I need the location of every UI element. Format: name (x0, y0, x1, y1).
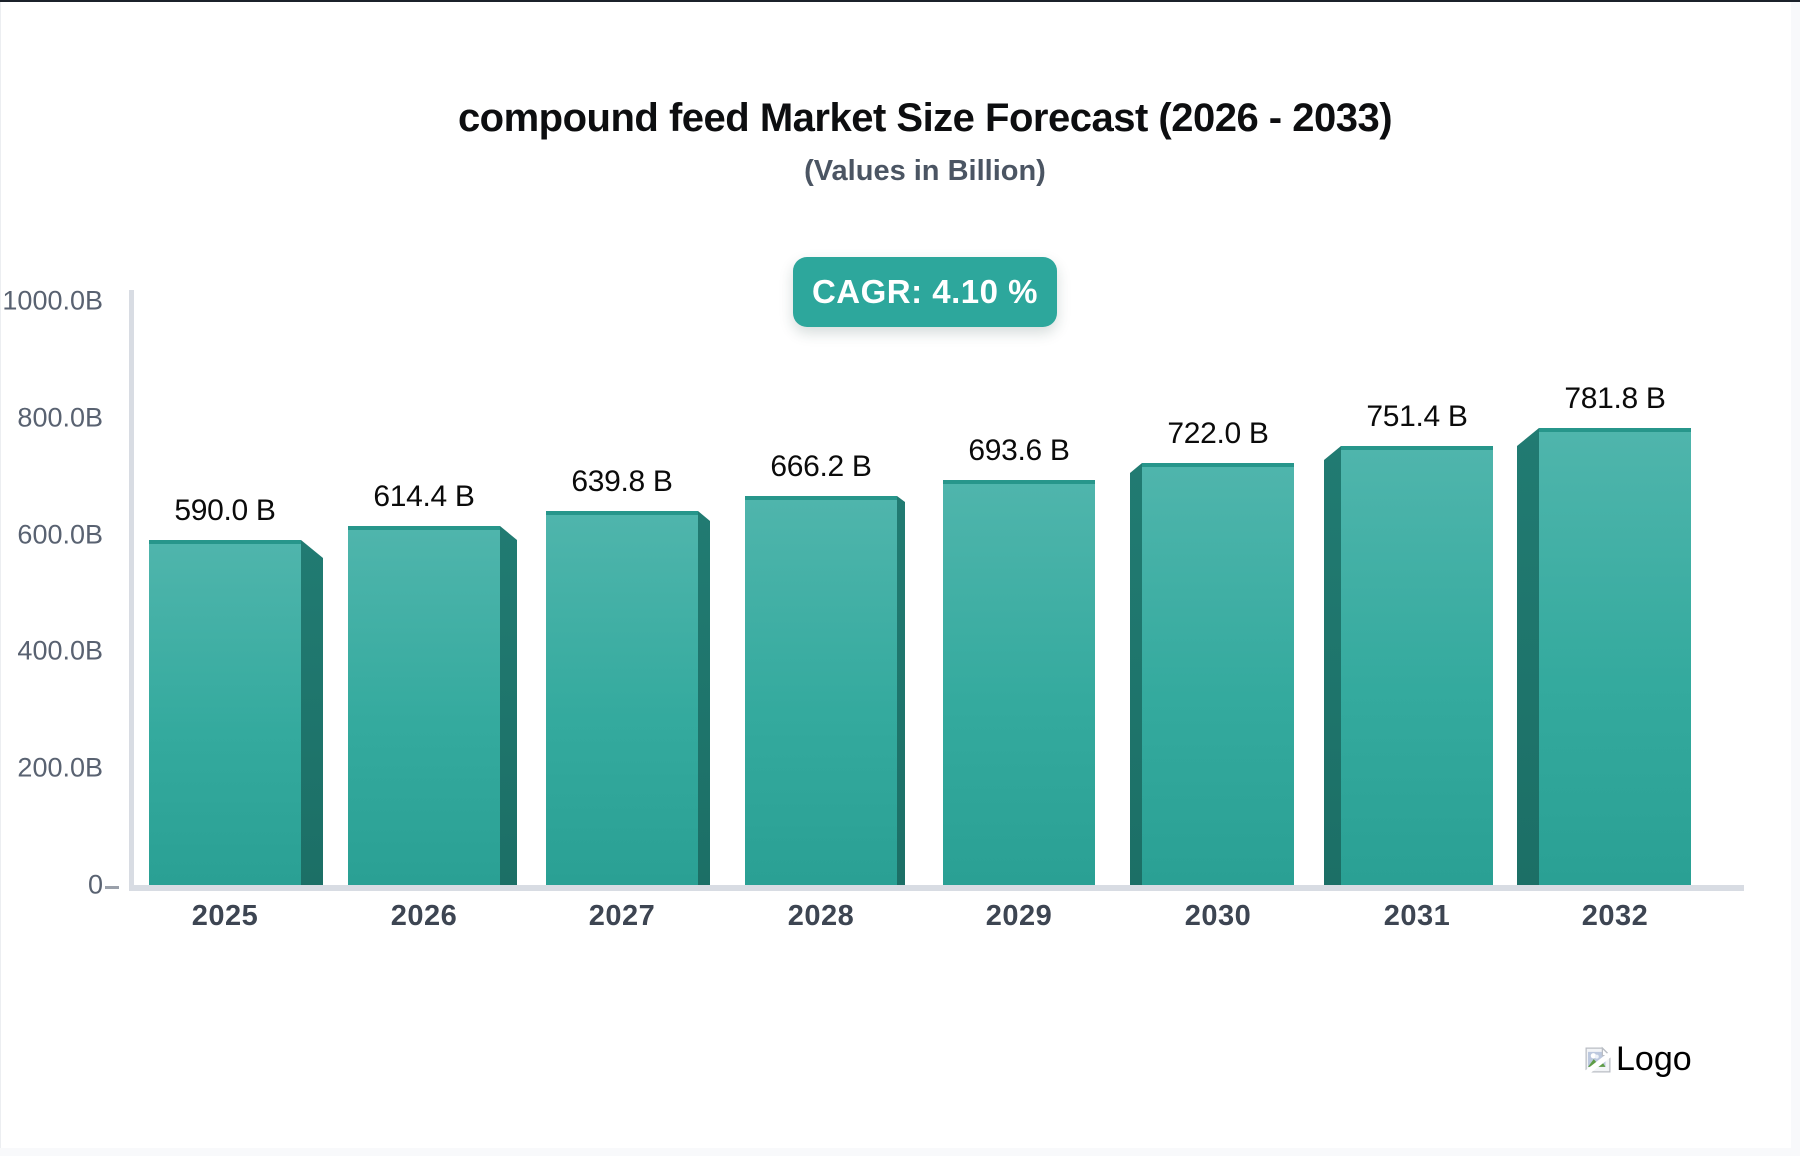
y-axis-label: 0 (87, 869, 103, 900)
page-edge-left (0, 2, 1, 1156)
chart-header: compound feed Market Size Forecast (2026… (50, 2, 1800, 188)
bar-side-2026 (500, 526, 517, 885)
bar-value-label: 781.8 B (1564, 382, 1666, 415)
page-edge-bottom (0, 1148, 1800, 1156)
y-axis-label: 200.0B (17, 752, 103, 783)
bar-value-label: 639.8 B (571, 465, 673, 498)
page-edge-right (1791, 2, 1800, 1156)
bar-value-label: 614.4 B (373, 480, 475, 513)
bar-2030[interactable] (1142, 463, 1294, 885)
bar-value-label: 666.2 B (770, 450, 872, 483)
chart-subtitle: (Values in Billion) (804, 155, 1046, 187)
x-axis-label: 2030 (1184, 900, 1252, 932)
bar-side-2025 (301, 540, 323, 885)
bar-value-label: 722.0 B (1167, 417, 1269, 450)
logo: Logo (1581, 1040, 1692, 1079)
x-axis-label: 2026 (390, 900, 458, 932)
x-axis-label: 2032 (1581, 900, 1649, 932)
bar-value-label: 751.4 B (1366, 400, 1468, 433)
logo-alt-text: Logo (1616, 1040, 1692, 1078)
bar-2029[interactable] (943, 480, 1095, 885)
bar-2025[interactable] (149, 540, 301, 885)
bar-side-2031 (1324, 446, 1341, 885)
bar-value-label: 590.0 B (174, 494, 276, 527)
bar-2027[interactable] (546, 511, 698, 885)
bar-2028[interactable] (745, 496, 897, 885)
y-axis-label: 1000.0B (2, 285, 103, 316)
broken-image-icon (1581, 1045, 1617, 1077)
bar-side-2027 (698, 511, 710, 885)
x-axis-baseline (129, 885, 1744, 891)
x-axis-label: 2028 (787, 900, 855, 932)
x-axis-label: 2029 (985, 900, 1053, 932)
x-axis-label: 2025 (191, 900, 259, 932)
bar-side-2028 (897, 496, 905, 885)
bar-value-label: 693.6 B (968, 434, 1070, 467)
cagr-badge: CAGR: 4.10 % (793, 257, 1057, 327)
bar-side-2032 (1517, 428, 1539, 885)
bar-2031[interactable] (1341, 446, 1493, 885)
bar-2032[interactable] (1539, 428, 1691, 885)
bar-side-2030 (1130, 463, 1142, 885)
y-axis-line (129, 290, 134, 887)
bar-2026[interactable] (348, 526, 500, 885)
y-axis-label: 400.0B (17, 635, 103, 666)
y-axis-label: 800.0B (17, 402, 103, 433)
y-axis-label: 600.0B (17, 519, 103, 550)
x-axis-label: 2027 (588, 900, 656, 932)
x-axis-label: 2031 (1383, 900, 1451, 932)
zero-tick-mark (105, 886, 119, 889)
chart-title: compound feed Market Size Forecast (2026… (457, 96, 1393, 140)
